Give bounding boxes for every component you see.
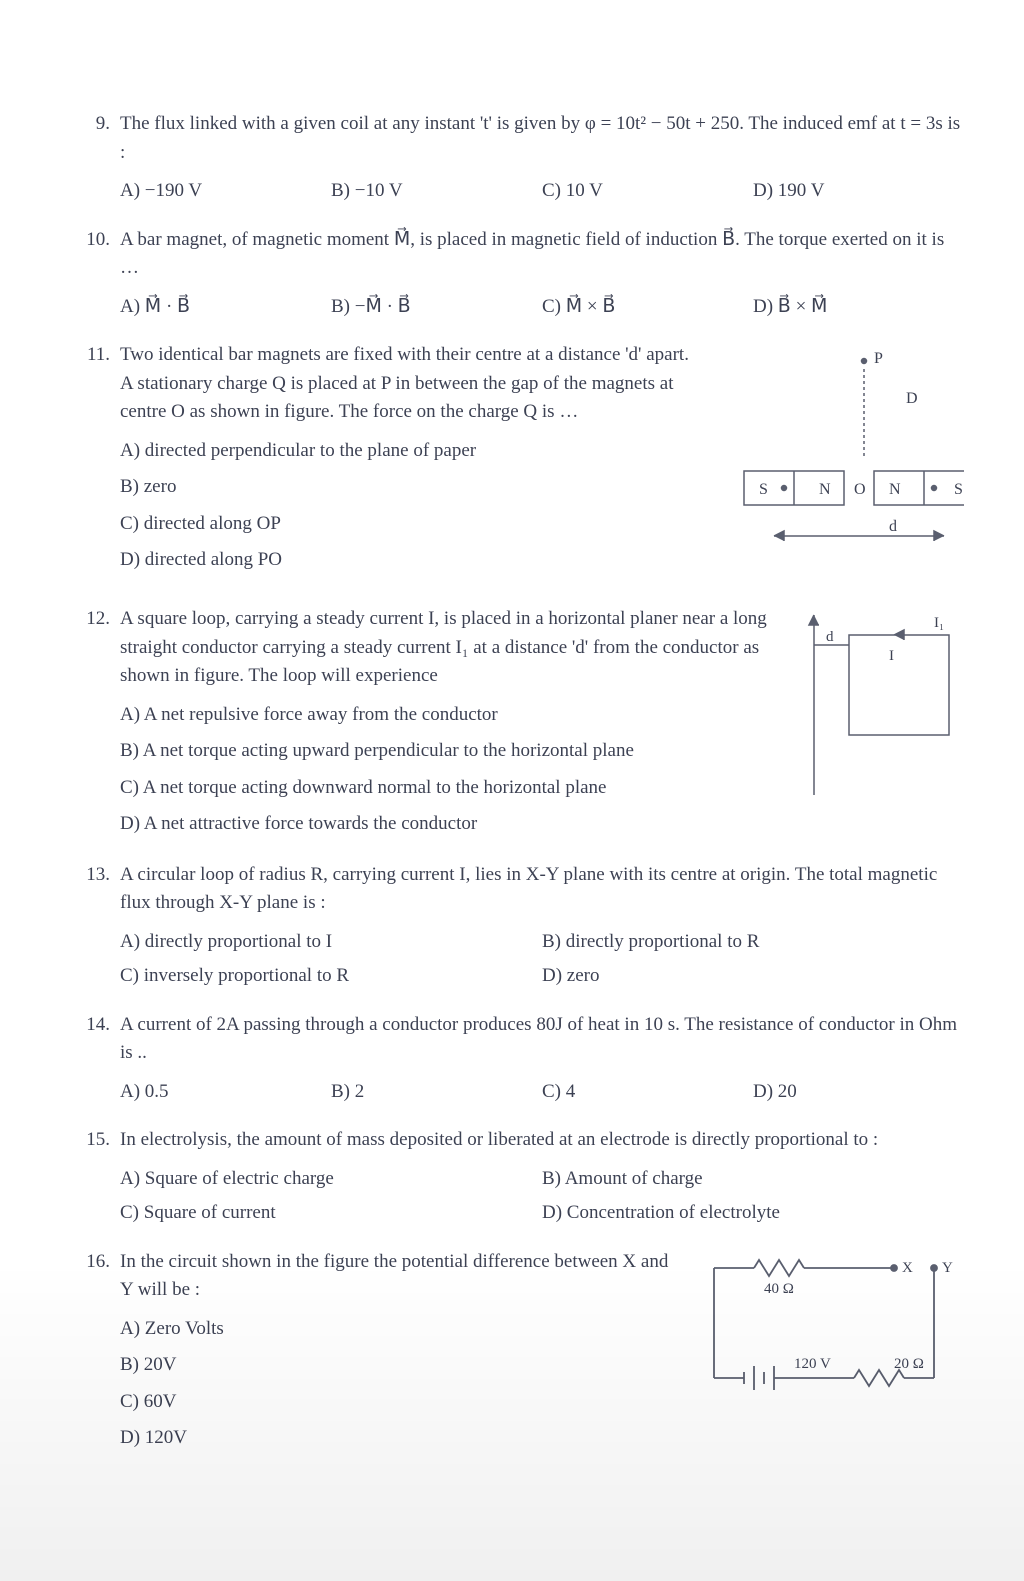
q15-options-row2: C) Square of current D) Concentration of… xyxy=(120,1199,964,1228)
q12-opt-c: C) A net torque acting downward normal t… xyxy=(120,774,784,803)
q12-opt-d: D) A net attractive force towards the co… xyxy=(120,810,784,839)
q16-stem: In the circuit shown in the figure the p… xyxy=(120,1248,674,1305)
q13-stem: A circular loop of radius R, carrying cu… xyxy=(120,861,964,918)
q16-label-v: 120 V xyxy=(794,1356,831,1372)
q16-label-y: Y xyxy=(942,1260,953,1276)
q9-stem: The flux linked with a given coil at any… xyxy=(120,110,964,167)
q10-opt-d: D) B⃗ × M⃗ xyxy=(753,293,964,322)
q11-label-n2: N xyxy=(889,481,901,498)
q16-number: 16. xyxy=(80,1248,120,1461)
q16-opt-b: B) 20V xyxy=(120,1351,674,1380)
q13-number: 13. xyxy=(80,861,120,997)
q11-label-D: D xyxy=(906,390,918,407)
q9-opt-b: B) −10 V xyxy=(331,177,542,206)
q14-opt-b: B) 2 xyxy=(331,1078,542,1107)
q13-options-row1: A) directly proportional to I B) directl… xyxy=(120,928,964,957)
q9-opt-c: C) 10 V xyxy=(542,177,753,206)
q11-label-s1: S xyxy=(759,481,768,498)
q9-opt-d: D) 190 V xyxy=(753,177,964,206)
q15-options-row1: A) Square of electric charge B) Amount o… xyxy=(120,1165,964,1194)
question-9: 9. The flux linked with a given coil at … xyxy=(80,110,964,212)
q14-stem: A current of 2A passing through a conduc… xyxy=(120,1011,964,1068)
q12-opt-b: B) A net torque acting upward perpendicu… xyxy=(120,737,784,766)
q9-number: 9. xyxy=(80,110,120,212)
q10-options: A) M⃗ · B⃗ B) −M⃗ · B⃗ C) M⃗ × B⃗ D) B⃗ … xyxy=(120,293,964,322)
q14-number: 14. xyxy=(80,1011,120,1113)
q10-opt-b: B) −M⃗ · B⃗ xyxy=(331,293,542,322)
q11-label-n1: N xyxy=(819,481,831,498)
q15-opt-c: C) Square of current xyxy=(120,1199,542,1228)
question-15: 15. In electrolysis, the amount of mass … xyxy=(80,1126,964,1234)
q11-opt-c: C) directed along OP xyxy=(120,510,704,539)
q10-number: 10. xyxy=(80,226,120,328)
question-12: 12. A square loop, carrying a steady cur… xyxy=(80,605,964,847)
q13-opt-a: A) directly proportional to I xyxy=(120,928,542,957)
q16-opt-c: C) 60V xyxy=(120,1388,674,1417)
q12-label-i: I xyxy=(889,648,894,664)
q14-opt-c: C) 4 xyxy=(542,1078,753,1107)
q13-opt-b: B) directly proportional to R xyxy=(542,928,964,957)
q16-label-r1: 40 Ω xyxy=(764,1281,794,1297)
question-11: 11. Two identical bar magnets are fixed … xyxy=(80,341,964,591)
question-13: 13. A circular loop of radius R, carryin… xyxy=(80,861,964,997)
q16-diagram: X Y xyxy=(684,1248,964,1461)
q16-opt-d: D) 120V xyxy=(120,1424,674,1453)
q13-opt-d: D) zero xyxy=(542,962,964,991)
q9-opt-a: A) −190 V xyxy=(120,177,331,206)
q16-opt-a: A) Zero Volts xyxy=(120,1315,674,1344)
q11-label-dist: d xyxy=(889,518,897,535)
q12-number: 12. xyxy=(80,605,120,847)
q10-opt-c: C) M⃗ × B⃗ xyxy=(542,293,753,322)
q15-opt-b: B) Amount of charge xyxy=(542,1165,964,1194)
q12-stem: A square loop, carrying a steady current… xyxy=(120,605,784,691)
q11-label-s2: S xyxy=(954,481,963,498)
q11-opt-d: D) directed along PO xyxy=(120,546,704,575)
q16-label-x: X xyxy=(902,1260,913,1276)
q12-options: A) A net repulsive force away from the c… xyxy=(120,701,784,839)
q15-number: 15. xyxy=(80,1126,120,1234)
question-16: 16. In the circuit shown in the figure t… xyxy=(80,1248,964,1461)
q11-diagram: P D S N O xyxy=(714,341,964,591)
q13-options-row2: C) inversely proportional to R D) zero xyxy=(120,962,964,991)
q15-opt-d: D) Concentration of electrolyte xyxy=(542,1199,964,1228)
q14-options: A) 0.5 B) 2 C) 4 D) 20 xyxy=(120,1078,964,1107)
q10-stem: A bar magnet, of magnetic moment M⃗, is … xyxy=(120,226,964,283)
q12-label-i1: I₁ xyxy=(934,615,944,631)
q11-label-p: P xyxy=(874,350,883,367)
q14-opt-a: A) 0.5 xyxy=(120,1078,331,1107)
q11-label-o: O xyxy=(854,481,866,498)
q10-opt-a: A) M⃗ · B⃗ xyxy=(120,293,331,322)
exam-page: 9. The flux linked with a given coil at … xyxy=(80,110,964,1461)
q16-options: A) Zero Volts B) 20V C) 60V D) 120V xyxy=(120,1315,674,1453)
question-10: 10. A bar magnet, of magnetic moment M⃗,… xyxy=(80,226,964,328)
q11-options: A) directed perpendicular to the plane o… xyxy=(120,437,704,575)
q15-stem: In electrolysis, the amount of mass depo… xyxy=(120,1126,964,1155)
q11-stem: Two identical bar magnets are fixed with… xyxy=(120,341,704,427)
q14-opt-d: D) 20 xyxy=(753,1078,964,1107)
question-14: 14. A current of 2A passing through a co… xyxy=(80,1011,964,1113)
q13-opt-c: C) inversely proportional to R xyxy=(120,962,542,991)
q11-opt-a: A) directed perpendicular to the plane o… xyxy=(120,437,704,466)
q11-number: 11. xyxy=(80,341,120,591)
q12-diagram: I₁ d I xyxy=(794,605,964,847)
q11-opt-b: B) zero xyxy=(120,473,704,502)
q16-label-r2: 20 Ω xyxy=(894,1356,924,1372)
q12-label-d: d xyxy=(826,629,834,645)
q15-opt-a: A) Square of electric charge xyxy=(120,1165,542,1194)
q12-opt-a: A) A net repulsive force away from the c… xyxy=(120,701,784,730)
q9-options: A) −190 V B) −10 V C) 10 V D) 190 V xyxy=(120,177,964,206)
